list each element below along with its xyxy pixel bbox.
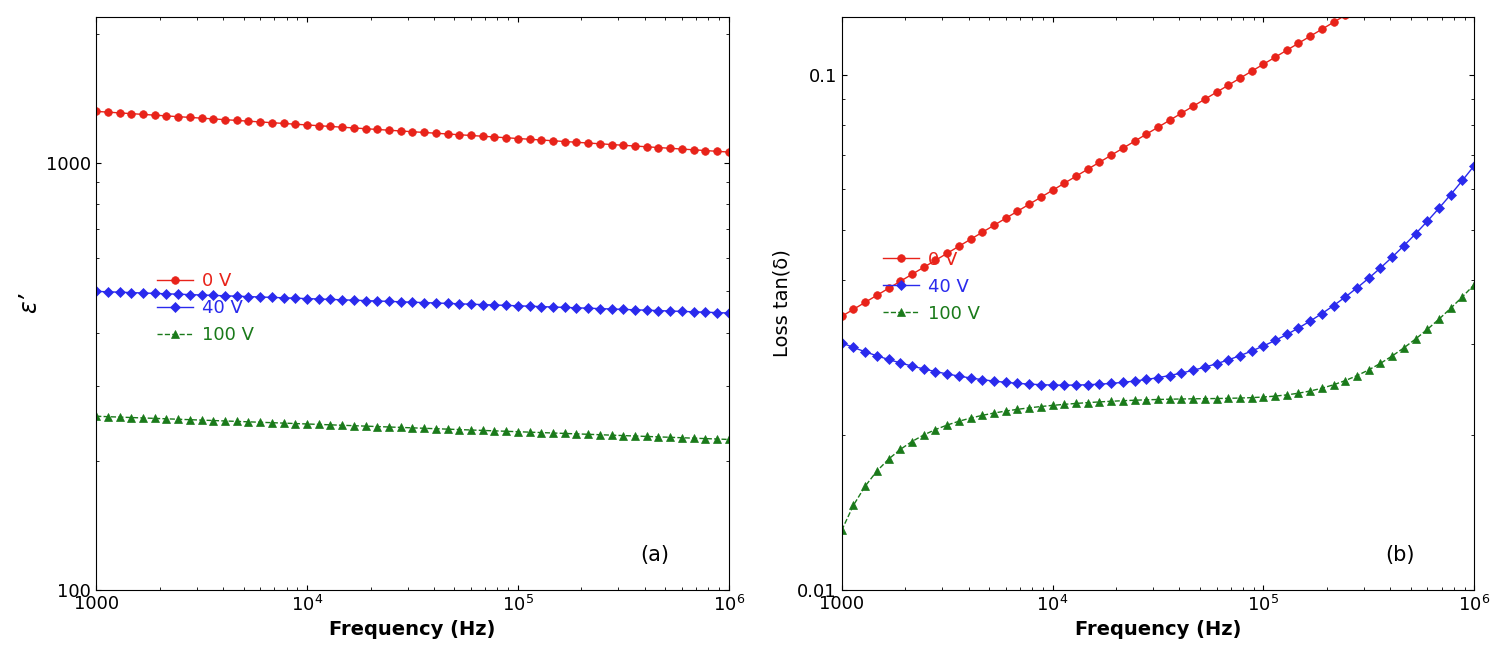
40 V	[650, 306, 668, 314]
Line: 40 V: 40 V	[93, 288, 732, 316]
0 V	[87, 108, 105, 115]
100 V	[949, 417, 967, 425]
Y-axis label: ε’: ε’	[17, 293, 41, 314]
0 V	[1067, 173, 1085, 180]
Y-axis label: Loss tan(δ): Loss tan(δ)	[773, 249, 791, 357]
0 V	[650, 144, 668, 152]
40 V	[1079, 380, 1097, 388]
40 V	[708, 309, 726, 317]
40 V	[157, 290, 175, 298]
Line: 0 V: 0 V	[92, 108, 732, 156]
Line: 100 V: 100 V	[92, 413, 732, 443]
40 V	[949, 372, 967, 380]
100 V	[240, 418, 258, 426]
Line: 0 V: 0 V	[838, 0, 1478, 320]
0 V	[157, 112, 175, 120]
X-axis label: Frequency (Hz): Frequency (Hz)	[1074, 621, 1242, 640]
40 V	[1465, 162, 1483, 170]
100 V	[720, 436, 738, 443]
Line: 100 V: 100 V	[838, 281, 1478, 534]
40 V	[1453, 176, 1471, 184]
40 V	[903, 362, 921, 370]
40 V	[240, 293, 258, 300]
40 V	[833, 339, 851, 347]
100 V	[87, 413, 105, 420]
100 V	[1067, 400, 1085, 407]
Line: 40 V: 40 V	[838, 162, 1478, 388]
100 V	[986, 409, 1004, 417]
100 V	[321, 421, 339, 429]
0 V	[321, 123, 339, 131]
Text: (b): (b)	[1385, 545, 1415, 565]
100 V	[1453, 293, 1471, 300]
Legend: 0 V, 40 V, 100 V: 0 V, 40 V, 100 V	[876, 243, 987, 330]
40 V	[321, 295, 339, 303]
0 V	[986, 221, 1004, 229]
100 V	[650, 433, 668, 441]
0 V	[949, 242, 967, 250]
0 V	[708, 148, 726, 155]
40 V	[1406, 230, 1424, 237]
Legend: 0 V, 40 V, 100 V: 0 V, 40 V, 100 V	[149, 265, 261, 352]
40 V	[1055, 381, 1073, 389]
Text: (a): (a)	[640, 545, 669, 565]
100 V	[903, 438, 921, 445]
100 V	[205, 417, 223, 424]
100 V	[1395, 344, 1414, 352]
100 V	[833, 526, 851, 534]
0 V	[903, 270, 921, 278]
40 V	[986, 377, 1004, 385]
0 V	[240, 117, 258, 125]
100 V	[708, 435, 726, 443]
0 V	[720, 148, 738, 156]
0 V	[205, 115, 223, 123]
100 V	[157, 415, 175, 422]
X-axis label: Frequency (Hz): Frequency (Hz)	[329, 621, 496, 640]
40 V	[205, 291, 223, 299]
0 V	[833, 312, 851, 320]
100 V	[1465, 281, 1483, 289]
40 V	[720, 309, 738, 317]
40 V	[87, 287, 105, 295]
